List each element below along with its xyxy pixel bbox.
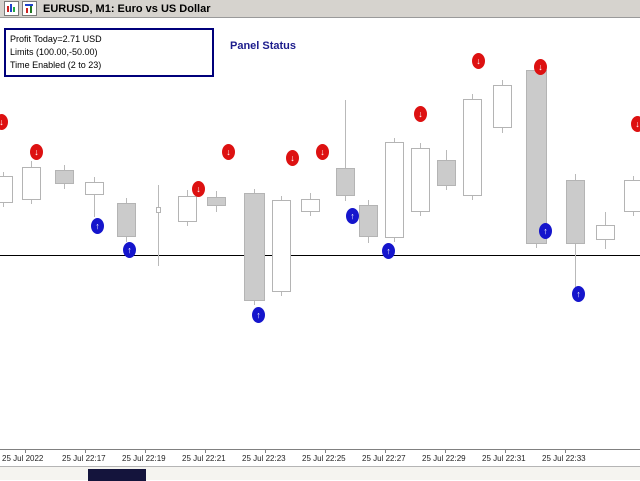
candle-body [22, 167, 41, 200]
candle-body [385, 142, 404, 238]
sell-signal-marker: ↓ [316, 144, 329, 160]
candle-body [55, 170, 74, 184]
profit-today-line: Profit Today=2.71 USD [10, 34, 102, 44]
time-axis-label: 25 Jul 22:17 [62, 454, 106, 463]
candle-wick [94, 177, 95, 217]
candle-body [272, 200, 291, 292]
time-axis-label: 25 Jul 22:19 [122, 454, 166, 463]
time-axis-label: 25 Jul 22:23 [242, 454, 286, 463]
candle-body [526, 70, 547, 244]
time-axis-tick [505, 450, 506, 453]
candle-body [359, 205, 378, 237]
chart-area[interactable]: Profit Today=2.71 USD Limits (100.00,-50… [0, 0, 640, 466]
time-axis-label: 25 Jul 22:33 [542, 454, 586, 463]
bar-chart-icon [4, 1, 19, 16]
sell-signal-marker: ↓ [222, 144, 235, 160]
panel-status-heading: Panel Status [230, 40, 297, 52]
time-axis-label: 25 Jul 22:27 [362, 454, 406, 463]
candle-body [493, 85, 512, 128]
time-axis-label: 25 Jul 22:21 [182, 454, 226, 463]
candle-body [244, 193, 265, 301]
candle-body [437, 160, 456, 186]
sell-signal-marker: ↓ [534, 59, 547, 75]
candle-body [624, 180, 640, 212]
time-axis-tick [25, 450, 26, 453]
candle-body [178, 196, 197, 222]
buy-signal-marker: ↑ [382, 243, 395, 259]
buy-signal-marker: ↑ [572, 286, 585, 302]
sell-signal-marker: ↓ [192, 181, 205, 197]
candle-body [596, 225, 615, 240]
candle-body [463, 99, 482, 196]
candle-body [207, 197, 226, 206]
candle-body [566, 180, 585, 244]
bottom-tab-bar [0, 466, 640, 481]
candle-body [85, 182, 104, 195]
candle-body [301, 199, 320, 212]
candle-body [0, 176, 13, 203]
sell-signal-marker: ↓ [472, 53, 485, 69]
sell-signal-marker: ↓ [30, 144, 43, 160]
time-axis-tick [325, 450, 326, 453]
buy-signal-marker: ↑ [539, 223, 552, 239]
time-axis: 25 Jul 2022 25 Jul 22:17 25 Jul 22:19 25 Ju… [0, 449, 640, 467]
time-axis-tick [205, 450, 206, 453]
buy-signal-marker: ↑ [123, 242, 136, 258]
candle-wick [345, 100, 346, 201]
buy-signal-marker: ↑ [252, 307, 265, 323]
time-axis-tick [265, 450, 266, 453]
candlestick-chart-icon [22, 1, 37, 16]
sell-signal-marker: ↓ [631, 116, 640, 132]
time-axis-label: 25 Jul 22:25 [302, 454, 346, 463]
time-axis-tick [565, 450, 566, 453]
buy-signal-marker: ↑ [346, 208, 359, 224]
window-titlebar: EURUSD, M1: Euro vs US Dollar [0, 0, 640, 18]
window-title: EURUSD, M1: Euro vs US Dollar [43, 2, 211, 15]
sell-signal-marker: ↓ [0, 114, 8, 130]
time-axis-tick [385, 450, 386, 453]
time-axis-tick [145, 450, 146, 453]
candle-body [117, 203, 136, 237]
time-axis-label: 25 Jul 22:31 [482, 454, 526, 463]
candle-wick [158, 185, 159, 266]
time-axis-label: 25 Jul 2022 [2, 454, 44, 463]
time-enabled-line: Time Enabled (2 to 23) [10, 60, 102, 70]
active-chart-tab[interactable] [88, 469, 146, 481]
sell-signal-marker: ↓ [414, 106, 427, 122]
time-axis-tick [445, 450, 446, 453]
candle-body [336, 168, 355, 196]
candle-body [411, 148, 430, 212]
time-axis-tick [85, 450, 86, 453]
ea-status-panel: Profit Today=2.71 USD Limits (100.00,-50… [4, 28, 214, 77]
time-axis-label: 25 Jul 22:29 [422, 454, 466, 463]
limits-line: Limits (100.00,-50.00) [10, 47, 98, 57]
bid-price-line [0, 255, 640, 256]
buy-signal-marker: ↑ [91, 218, 104, 234]
candle-body [156, 207, 161, 213]
sell-signal-marker: ↓ [286, 150, 299, 166]
